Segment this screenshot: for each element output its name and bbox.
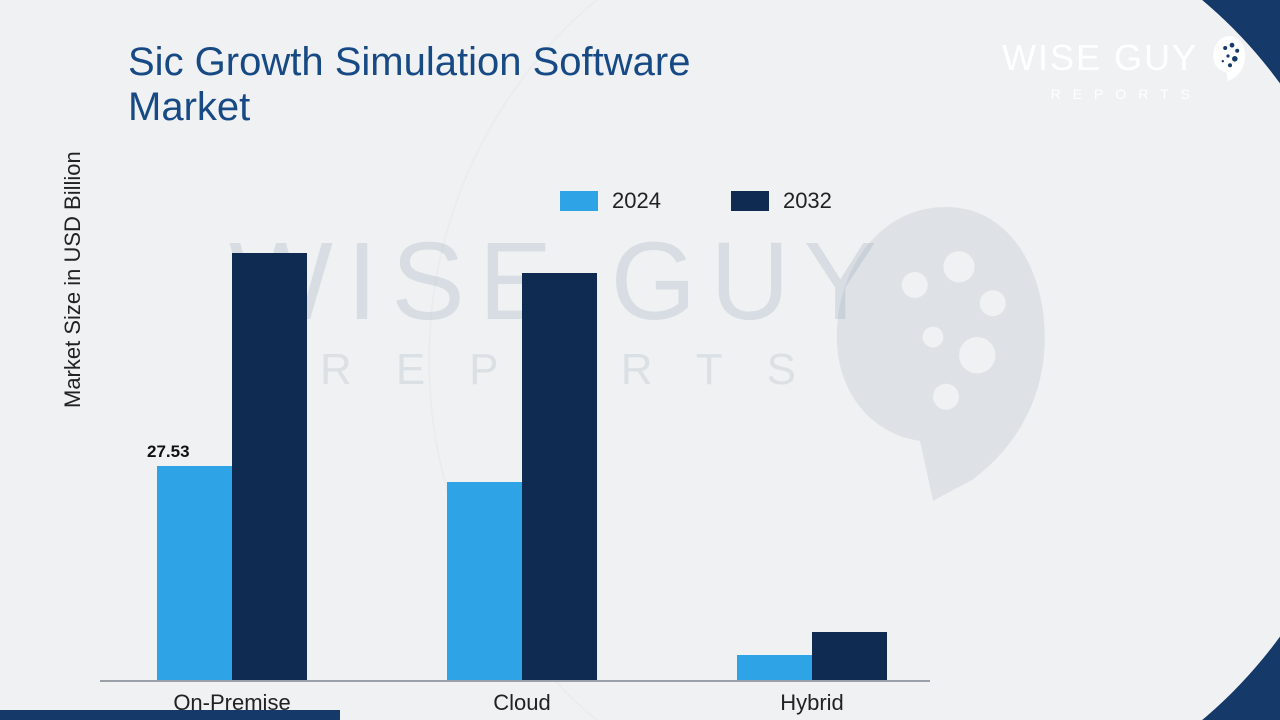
brand-main-text: WISE GUY — [1002, 37, 1198, 79]
legend-swatch-2024 — [560, 191, 598, 211]
x-axis-line — [100, 680, 930, 682]
y-axis-label: Market Size in USD Billion — [60, 151, 86, 408]
legend-item-2032: 2032 — [731, 188, 832, 214]
bar-hybrid-2024 — [737, 655, 812, 680]
chart-title: Sic Growth Simulation Software Market — [128, 40, 808, 130]
y-axis-label-text: Market Size in USD Billion — [60, 151, 85, 408]
legend-item-2024: 2024 — [560, 188, 661, 214]
legend-label-2024: 2024 — [612, 188, 661, 214]
category-label: Hybrid — [780, 690, 844, 716]
category-label: Cloud — [493, 690, 550, 716]
brand-logo-main-row: WISE GUY — [986, 32, 1246, 84]
report-figure: WISE GUY REPORTS Sic Growth Simulation S… — [0, 0, 1280, 720]
chart-legend: 2024 2032 — [560, 188, 832, 214]
bar-value-label: 27.53 — [147, 442, 190, 462]
legend-swatch-2032 — [731, 191, 769, 211]
bar-on-premise-2032 — [232, 253, 307, 680]
legend-label-2032: 2032 — [783, 188, 832, 214]
bar-chart-plot: 27.53On-PremiseCloudHybrid — [100, 230, 930, 680]
bar-cloud-2024 — [447, 482, 522, 680]
bar-cloud-2032 — [522, 273, 597, 680]
brand-head-icon — [1206, 32, 1246, 84]
bottom-accent-strip — [0, 710, 340, 720]
bar-on-premise-2024 — [157, 466, 232, 680]
brand-logo: WISE GUY REPORTS — [986, 32, 1246, 102]
brand-sub-text: REPORTS — [986, 86, 1246, 102]
bar-hybrid-2032 — [812, 632, 887, 680]
